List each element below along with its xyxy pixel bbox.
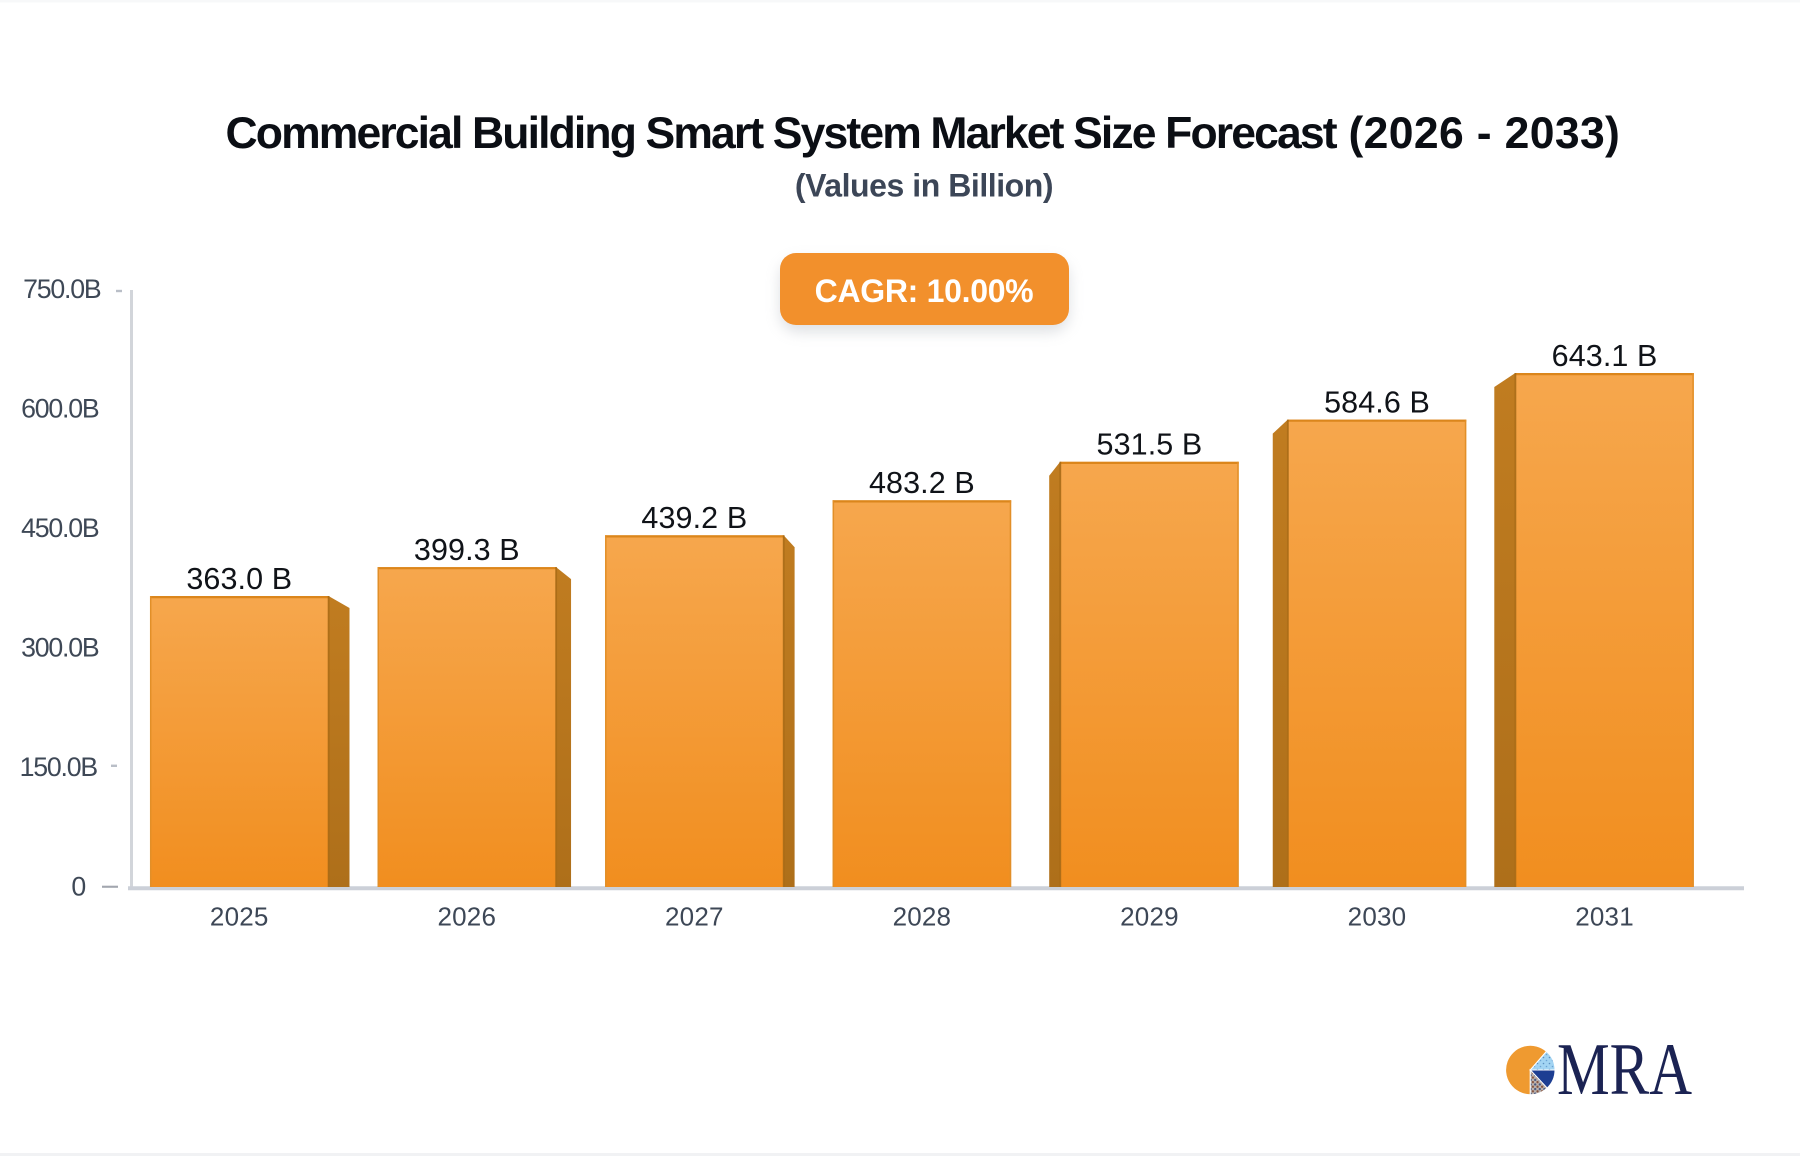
svg-text:439.2 B: 439.2 B [641, 501, 747, 535]
svg-text:2025: 2025 [210, 902, 269, 932]
svg-text:399.3 B: 399.3 B [414, 533, 520, 567]
svg-text:2027: 2027 [665, 902, 724, 932]
svg-text:750.0B: 750.0B [23, 274, 101, 304]
svg-text:584.6 B: 584.6 B [1324, 385, 1430, 419]
svg-text:450.0B: 450.0B [21, 513, 99, 543]
svg-text:300.0B: 300.0B [21, 632, 99, 662]
svg-text:2031: 2031 [1575, 902, 1634, 932]
svg-text:150.0B: 150.0B [20, 752, 98, 782]
svg-text:483.2 B: 483.2 B [869, 466, 975, 500]
svg-text:531.5 B: 531.5 B [1097, 428, 1203, 462]
svg-text:Commercial Building Smart Syst: Commercial Building Smart System Market … [226, 109, 1338, 158]
svg-text:600.0B: 600.0B [21, 394, 99, 424]
svg-text:0: 0 [71, 871, 85, 901]
svg-text:2026: 2026 [437, 902, 496, 932]
svg-text:363.0 B: 363.0 B [186, 562, 292, 596]
svg-text:(2026 - 2033): (2026 - 2033) [1349, 109, 1621, 158]
svg-text:2029: 2029 [1120, 902, 1179, 932]
svg-text:2028: 2028 [893, 902, 952, 932]
svg-text:643.1 B: 643.1 B [1552, 339, 1658, 373]
svg-text:MRA: MRA [1557, 1029, 1692, 1111]
svg-text:2030: 2030 [1348, 902, 1407, 932]
svg-text:CAGR: 10.00%: CAGR: 10.00% [815, 273, 1034, 309]
svg-text:(Values in Billion): (Values in Billion) [795, 168, 1053, 204]
